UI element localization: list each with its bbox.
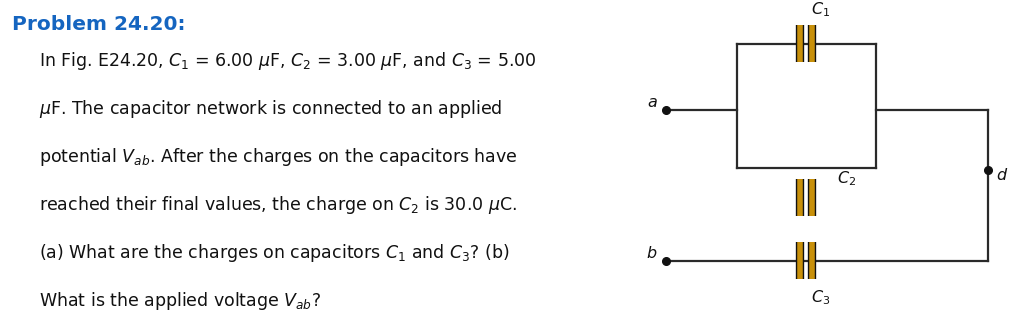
Text: (a) What are the charges on capacitors $C_1$ and $C_3$? (b): (a) What are the charges on capacitors $… (39, 242, 509, 264)
Text: potential $V_{ab}$. After the charges on the capacitors have: potential $V_{ab}$. After the charges on… (39, 146, 518, 168)
Text: $C_3$: $C_3$ (811, 288, 829, 307)
Text: $a$: $a$ (647, 95, 657, 110)
Text: $b$: $b$ (646, 245, 657, 261)
Text: What is the applied voltage $V_{ab}$?: What is the applied voltage $V_{ab}$? (39, 290, 321, 312)
Text: In Fig. E24.20, $C_1$ = 6.00 $\mu$F, $C_2$ = 3.00 $\mu$F, and $C_3$ = 5.00: In Fig. E24.20, $C_1$ = 6.00 $\mu$F, $C_… (39, 50, 537, 72)
Text: reached their final values, the charge on $C_2$ is 30.0 $\mu$C.: reached their final values, the charge o… (39, 194, 517, 216)
Text: $\mu$F. The capacitor network is connected to an applied: $\mu$F. The capacitor network is connect… (39, 98, 502, 120)
Text: $C_2$: $C_2$ (837, 169, 856, 188)
Text: $C_1$: $C_1$ (811, 1, 829, 19)
Text: $d$: $d$ (996, 167, 1009, 183)
Text: Problem 24.20:: Problem 24.20: (12, 15, 185, 34)
